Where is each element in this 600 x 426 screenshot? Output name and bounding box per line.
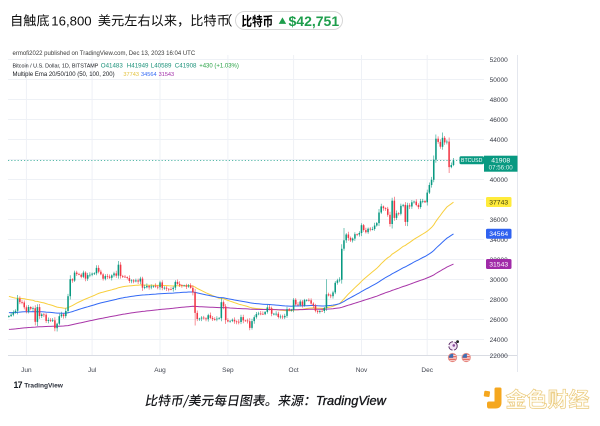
svg-text:28000: 28000	[490, 297, 508, 304]
svg-text:17: 17	[14, 380, 23, 390]
svg-text:40000: 40000	[490, 177, 508, 184]
svg-text:Jul: Jul	[88, 367, 97, 374]
svg-text:H41949: H41949	[127, 62, 149, 69]
svg-text:Sep: Sep	[222, 367, 234, 374]
svg-text:44000: 44000	[490, 137, 508, 144]
svg-text:Bitcoin / U.S. Dollar, 1D, BIT: Bitcoin / U.S. Dollar, 1D, BITSTAMP	[13, 63, 99, 69]
svg-text:50000: 50000	[490, 77, 508, 84]
svg-text:34564: 34564	[489, 231, 508, 238]
svg-text:30000: 30000	[490, 277, 508, 284]
svg-text:37743: 37743	[123, 72, 139, 78]
svg-text:L40589: L40589	[151, 62, 172, 69]
svg-text:Oct: Oct	[289, 367, 299, 374]
svg-text:31543: 31543	[159, 72, 175, 78]
svg-text:ermofi2022 published on Tradin: ermofi2022 published on TradingView.com,…	[13, 51, 196, 57]
svg-text:C41908: C41908	[175, 62, 197, 69]
svg-text:Dec: Dec	[421, 367, 433, 374]
svg-text:22000: 22000	[490, 353, 508, 360]
svg-text:Jun: Jun	[21, 367, 32, 374]
svg-text:TradingView: TradingView	[24, 383, 64, 390]
svg-text:31543: 31543	[489, 261, 508, 268]
svg-text:$42,751: $42,751	[289, 13, 340, 29]
svg-text:37743: 37743	[489, 199, 508, 206]
svg-text:46000: 46000	[490, 117, 508, 124]
svg-text:36000: 36000	[490, 217, 508, 224]
svg-text:24000: 24000	[490, 337, 508, 344]
svg-text:Nov: Nov	[356, 367, 368, 374]
svg-text:07:56:00: 07:56:00	[489, 165, 514, 172]
svg-text:Aug: Aug	[154, 367, 166, 374]
svg-text:BTCUSD: BTCUSD	[461, 158, 483, 164]
svg-text:O41483: O41483	[101, 62, 124, 69]
svg-text:34564: 34564	[141, 72, 157, 78]
svg-text:26000: 26000	[490, 317, 508, 324]
svg-text:TradingView: TradingView	[316, 393, 387, 408]
svg-text:41908: 41908	[491, 157, 510, 164]
svg-text:+430 (+1.03%): +430 (+1.03%)	[199, 63, 239, 69]
svg-text:52000: 52000	[490, 57, 508, 64]
svg-text:Multiple Ema 20/50/100 (50, 10: Multiple Ema 20/50/100 (50, 100, 200)	[13, 72, 115, 78]
svg-text:48000: 48000	[490, 97, 508, 104]
svg-text:34000: 34000	[490, 237, 508, 244]
svg-text:16,800: 16,800	[51, 13, 91, 28]
